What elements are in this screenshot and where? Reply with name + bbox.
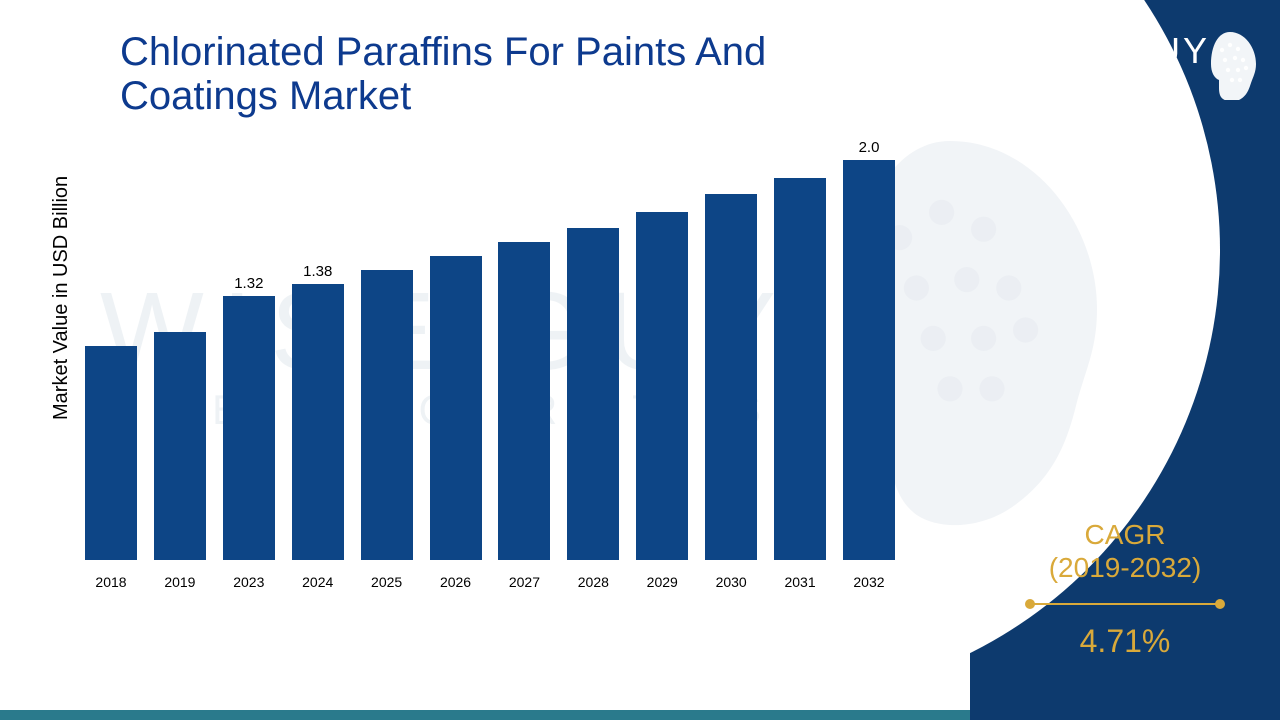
cagr-value: 4.71% <box>1010 623 1240 660</box>
cagr-title-line1: CAGR <box>1085 519 1166 550</box>
bar-slot <box>636 212 688 560</box>
bar-slot <box>223 296 275 560</box>
logo-main-text: WISE GUY <box>914 30 1210 72</box>
bar <box>498 242 550 560</box>
x-tick-label: 2019 <box>154 574 206 590</box>
x-tick-label: 2028 <box>567 574 619 590</box>
x-tick-label: 2025 <box>361 574 413 590</box>
bar <box>223 296 275 560</box>
bar-value-label: 1.32 <box>234 275 263 292</box>
bar <box>430 256 482 560</box>
x-axis-labels: 2018 2019 2023 2024 2025 2026 2027 2028 2029 2030… <box>85 574 895 590</box>
bar-slot <box>292 284 344 560</box>
x-tick-label: 2029 <box>636 574 688 590</box>
bottom-accent-bar <box>0 710 970 720</box>
x-tick-label: 2026 <box>430 574 482 590</box>
bar-slot <box>430 256 482 560</box>
bar <box>154 332 206 560</box>
bar <box>85 346 137 560</box>
brand-logo: WISE GUY R E P O R T S <box>914 30 1260 88</box>
bar-slot <box>774 178 826 560</box>
bars-container <box>85 160 895 560</box>
bar <box>705 194 757 560</box>
bar <box>292 284 344 560</box>
page-root: WISE GUY R E P O R T S WISE GUY R E P O … <box>0 0 1280 720</box>
bar-chart: 2018 2019 2023 2024 2025 2026 2027 2028 2029 2030… <box>85 160 895 590</box>
bar-slot <box>85 346 137 560</box>
cagr-title: CAGR (2019-2032) <box>1010 518 1240 585</box>
bar <box>843 160 895 560</box>
bar-slot <box>154 332 206 560</box>
bar-slot <box>567 228 619 560</box>
bar-slot <box>705 194 757 560</box>
cagr-title-line2: (2019-2032) <box>1049 552 1202 583</box>
cagr-box: CAGR (2019-2032) 4.71% <box>1010 518 1240 660</box>
logo-sub-text: R E P O R T S <box>914 70 1210 88</box>
bar-value-label: 2.0 <box>859 139 880 156</box>
bar <box>636 212 688 560</box>
x-tick-label: 2024 <box>292 574 344 590</box>
x-tick-label: 2031 <box>774 574 826 590</box>
logo-head-icon <box>1200 30 1260 100</box>
bar-value-label: 1.38 <box>303 263 332 280</box>
x-tick-label: 2032 <box>843 574 895 590</box>
x-tick-label: 2030 <box>705 574 757 590</box>
x-tick-label: 2018 <box>85 574 137 590</box>
cagr-divider <box>1030 603 1220 605</box>
bar <box>361 270 413 560</box>
bar <box>567 228 619 560</box>
bar <box>774 178 826 560</box>
x-tick-label: 2027 <box>498 574 550 590</box>
y-axis-label: Market Value in USD Billion <box>50 176 73 420</box>
bar-slot <box>498 242 550 560</box>
chart-title: Chlorinated Paraffins For Paints And Coa… <box>120 30 820 118</box>
bar-slot <box>361 270 413 560</box>
x-tick-label: 2023 <box>223 574 275 590</box>
bar-slot <box>843 160 895 560</box>
